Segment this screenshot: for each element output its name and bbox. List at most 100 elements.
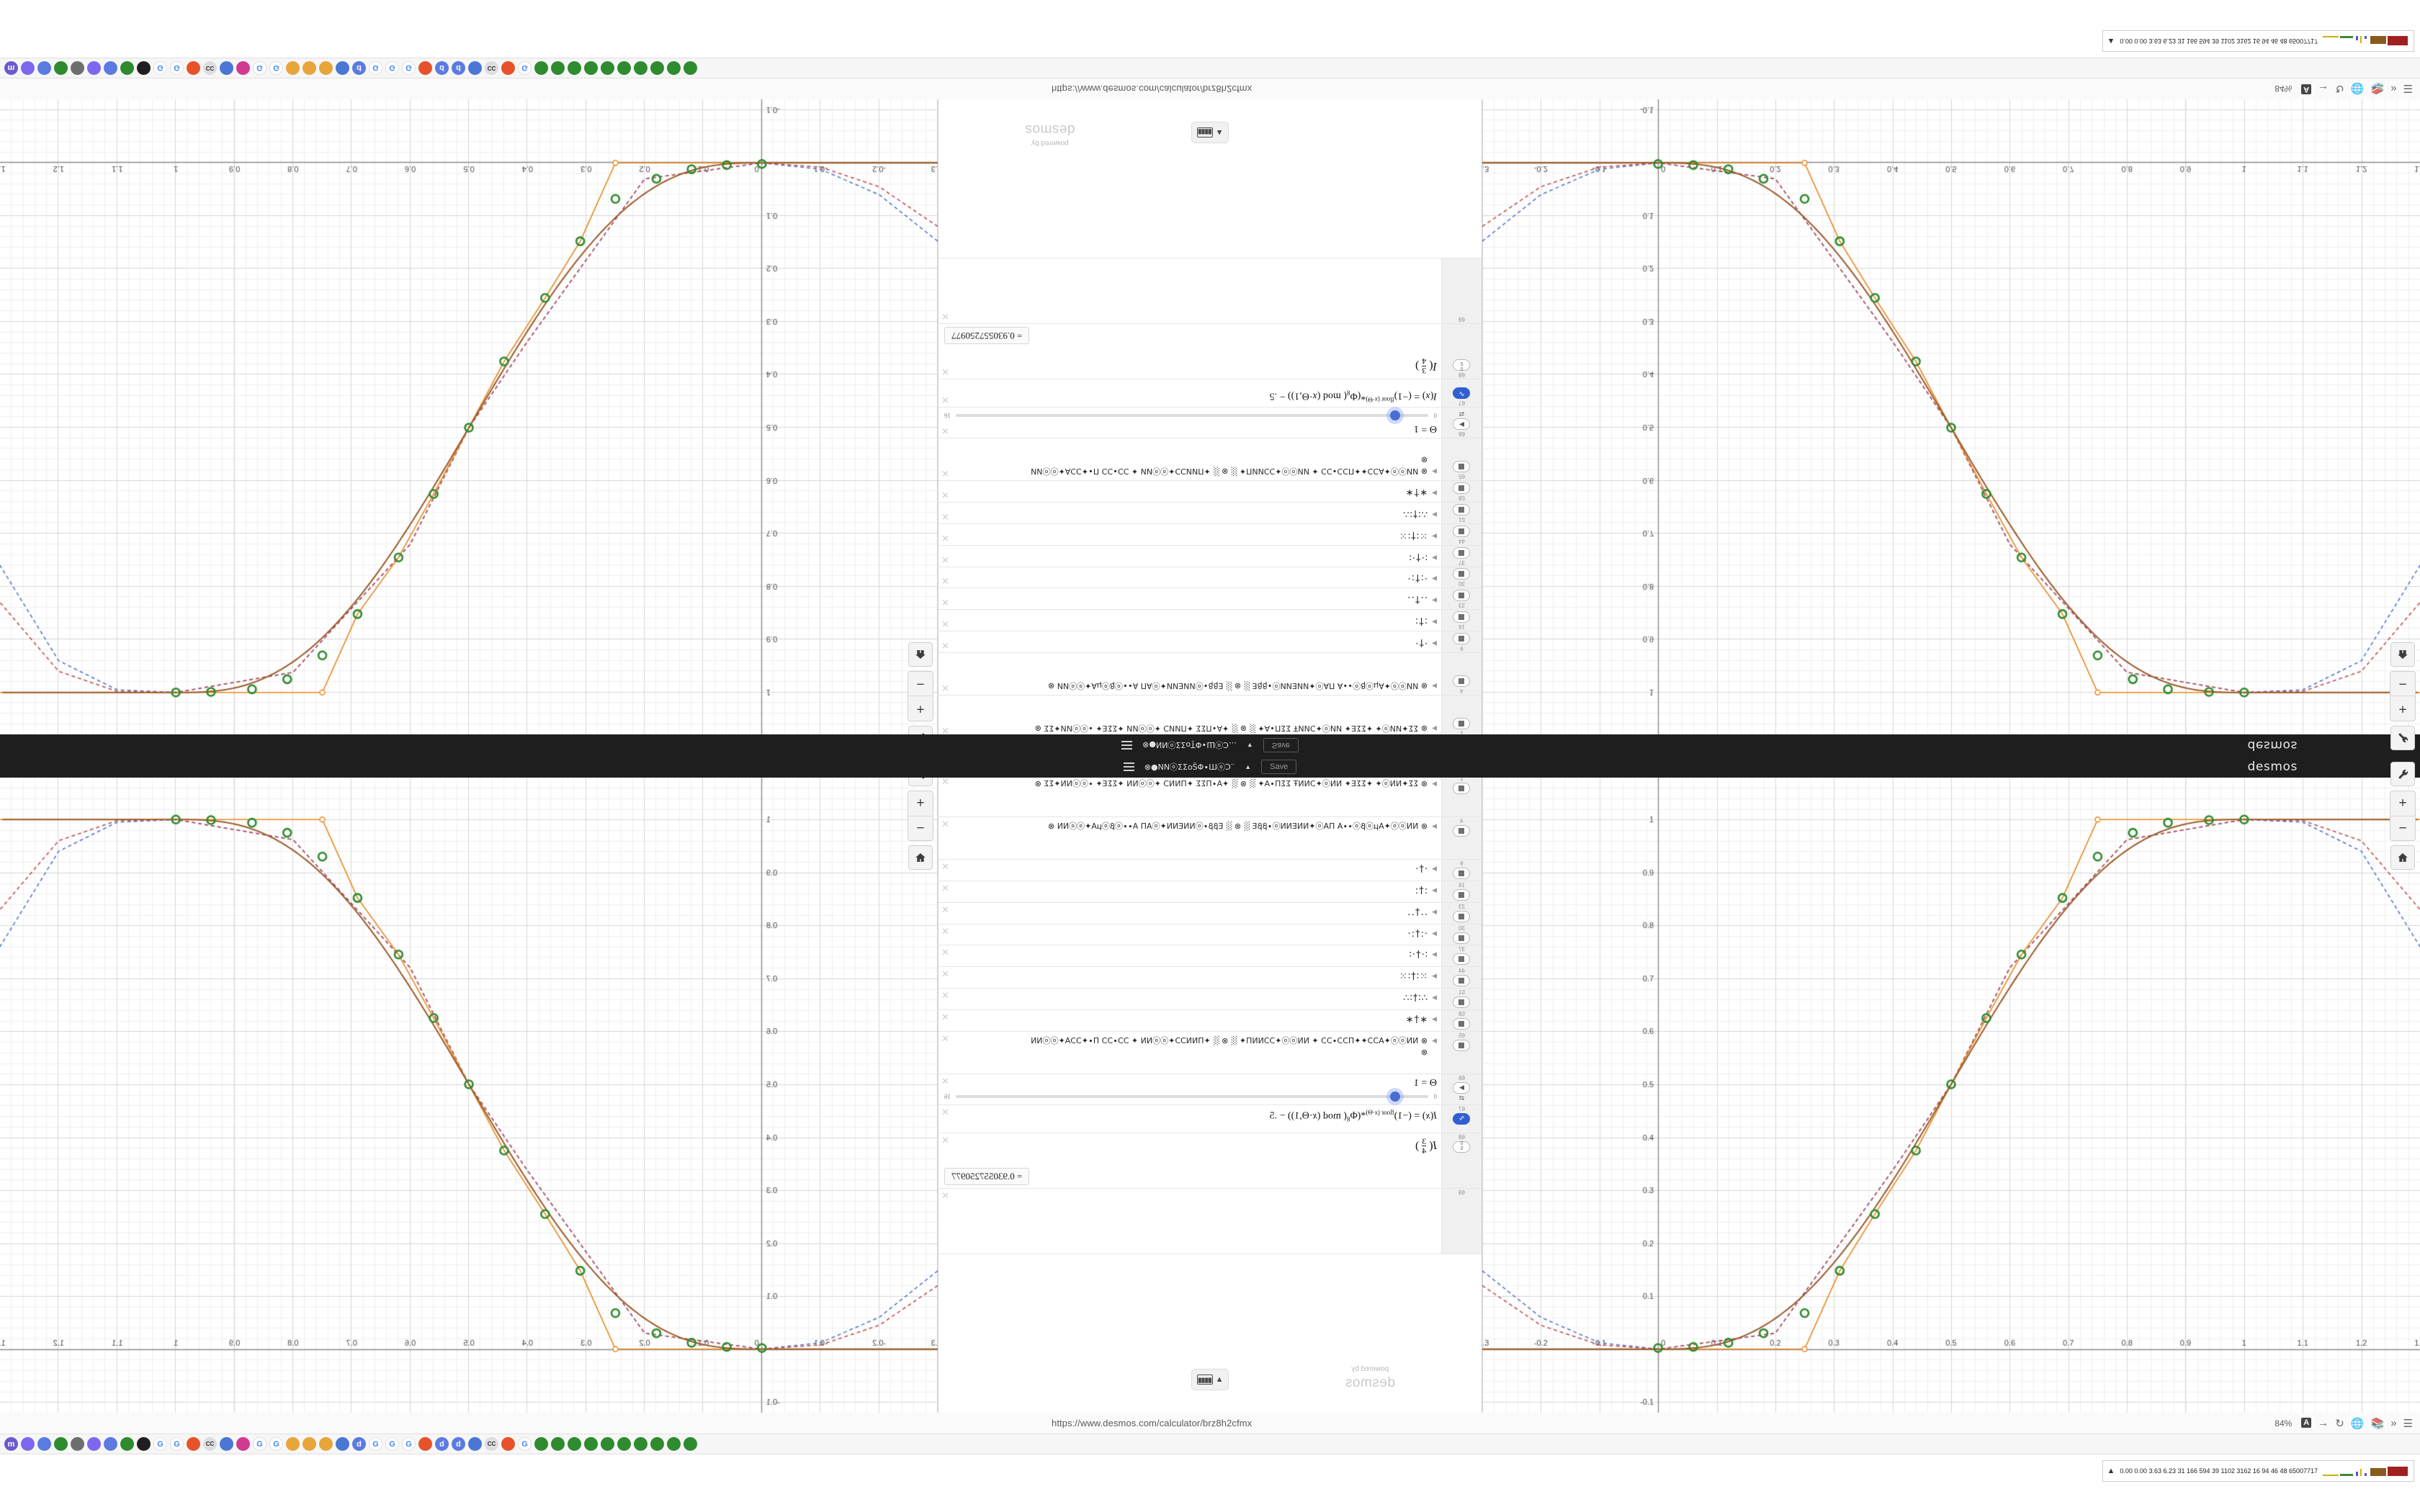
bookmark-item[interactable] [667,61,681,75]
bookmark-item[interactable]: d [452,1437,465,1451]
expression-row[interactable]: 66 ▶ ⇄ Θ = 1 0 16 ✕ [938,1074,1482,1105]
expression-style-chip[interactable] [1453,975,1471,987]
expression-index-cell[interactable]: 58 [1441,1009,1482,1031]
reload-icon[interactable]: ↻ [2335,1417,2344,1430]
expression-row[interactable]: 23 ▶ ․․†․․ ✕ [938,588,1482,610]
expression-index-cell[interactable]: 9 [1441,860,1482,881]
expression-row[interactable]: 51 ▶ ∴∶†∶∴ ✕ [938,989,1482,1010]
expression-index-cell[interactable]: 67 ∿ [1441,379,1482,408]
bookmark-item[interactable]: d [435,61,449,75]
chevron-right-icon[interactable]: ▶ [1432,683,1437,690]
double-chevron-icon[interactable]: » [2390,83,2397,95]
graph-canvas-left[interactable]: + − [0,756,938,1413]
bookmark-item[interactable] [187,61,200,75]
expression-style-chip[interactable] [1453,568,1471,580]
zoom-level-label[interactable]: 84% [2275,1418,2293,1428]
chevron-right-icon[interactable]: ▶ [1432,994,1437,1002]
bookmark-item[interactable]: m [4,61,18,75]
graph-canvas-right[interactable]: + − [1482,756,2420,1413]
expression-row[interactable]: 44 ▶ ⁙∶†∶⁙ ✕ [938,967,1482,989]
expression-style-chip[interactable] [1453,1017,1471,1030]
expression-body[interactable]: ▶ ·:†:· ✕ [938,567,1441,588]
bookmark-item[interactable] [104,61,117,75]
bookmark-item[interactable] [236,61,250,75]
chevron-right-icon[interactable]: ▶ [1432,780,1437,787]
chevron-right-icon[interactable]: ▶ [1432,510,1437,518]
expression-index-cell[interactable]: 23 [1441,588,1482,610]
slider-swap-icon[interactable]: ⇄ [1458,1094,1465,1102]
expression-style-chip[interactable]: ∿ [1453,387,1471,400]
bookmark-item[interactable]: G [385,61,399,75]
forward-arrow-icon[interactable]: → [2318,83,2329,95]
delete-expression-icon[interactable]: ✕ [941,426,949,437]
expression-row[interactable]: 30 ▶ ·:†:· ✕ [938,566,1482,588]
bookmark-item[interactable]: CC [203,61,217,75]
expression-row[interactable]: 9 ▶ ·†· ✕ [938,631,1482,652]
delete-expression-icon[interactable]: ✕ [941,683,949,693]
expression-body[interactable]: ▶:†: ✕ [938,881,1441,902]
bookmark-item[interactable] [319,61,333,75]
expression-body[interactable]: ▶ ·†· ✕ [938,860,1441,881]
expression-index-cell[interactable]: 44 [1441,523,1482,545]
browser-toolbar-icons[interactable]: 84% A → ↻ 🌐 📚 » ☰ [2275,1417,2420,1430]
bookmark-item[interactable]: G [253,1437,266,1451]
library-icon[interactable]: 📚 [2370,1417,2385,1430]
url-text[interactable]: https://www.desmos.com/calculator/brz8h2… [1052,84,1252,94]
expression-body[interactable]: ▶ ·:†:· ✕ [938,924,1441,945]
expression-index-cell[interactable]: 66 ▶ ⇄ [1441,1074,1482,1104]
slider-knob[interactable] [1390,410,1401,421]
home-icon[interactable] [2390,845,2415,870]
expression-style-chip[interactable] [1453,783,1471,794]
expression-index-cell[interactable]: 30 [1441,567,1482,588]
expression-body[interactable]: ▶ ∶·†·∶ ✕ [938,546,1441,567]
keyboard-toggle-button-left[interactable]: ▲ ████ [1191,1369,1229,1390]
expression-row[interactable]: 4 ▶ ⊗ ΝΝⓞⓞ✦Αμⓞβⓞ∙∙Α ΠΑⓞ✦ΝΝΕΝΝⓞ∙ββΕ ░ ⊗ ░ Ε… [938,652,1482,695]
wrench-icon[interactable] [2390,762,2415,786]
bookmark-item[interactable] [336,1437,349,1451]
bookmark-item[interactable] [87,1437,101,1451]
delete-expression-icon[interactable]: ✕ [941,366,949,378]
bookmark-item[interactable]: CC [203,1437,217,1451]
save-button[interactable]: Save [1261,760,1297,774]
delete-expression-icon[interactable]: ✕ [941,904,949,915]
expression-row[interactable]: 37 ▶ ∶·†·∶ ✕ [938,544,1482,567]
expression-index-cell[interactable]: 65 [1441,438,1482,481]
browser-toolbar-icons-mirror[interactable]: 84% A → ↻ 🌐 📚 » ☰ [2275,83,2420,96]
expression-row[interactable]: 67 ∿ I(x) = (−1)floor (x·Θ)*(Φ8( mod (x·Θ,… [938,379,1482,408]
bookmark-item[interactable] [21,1437,35,1451]
bookmark-item[interactable] [601,61,614,75]
bookmark-item[interactable] [302,61,316,75]
graph-title[interactable]: ⊗●ΝΝⓞΣΣοṮΦ∙ШⓞƆ… [1142,740,1237,750]
expression-style-chip[interactable] [1453,675,1471,687]
bookmark-item[interactable] [104,1437,117,1451]
save-button[interactable]: Save [1263,738,1299,752]
zoom-in-button[interactable]: + [908,791,933,816]
chevron-right-icon[interactable]: ▶ [1432,597,1437,605]
bookmark-item[interactable]: d [352,61,366,75]
bookmark-item[interactable] [501,61,515,75]
bookmark-item[interactable] [54,61,68,75]
bookmark-item[interactable] [418,1437,432,1451]
expression-style-chip[interactable] [1453,611,1471,624]
bookmark-item[interactable] [336,61,349,75]
expression-style-chip[interactable] [1453,633,1471,644]
bookmark-item[interactable] [71,1437,84,1451]
slider-swap-icon[interactable]: ⇄ [1458,410,1465,418]
bookmark-item[interactable]: CC [485,1437,498,1451]
expression-index-cell[interactable]: 4 [1441,817,1482,859]
graph-canvas-right-mirror[interactable]: + − [1482,99,2420,756]
bookmark-item[interactable] [187,1437,200,1451]
bookmark-item[interactable] [650,61,664,75]
zoom-in-button[interactable]: + [2390,791,2415,816]
expression-style-chip[interactable] [1453,953,1471,966]
bookmark-item[interactable]: G [518,61,532,75]
hamburger-menu-icon[interactable]: ☰ [2403,1417,2413,1430]
bookmark-item[interactable]: G [369,61,382,75]
expression-style-chip[interactable] [1453,482,1471,495]
chevron-right-icon[interactable]: ▶ [1432,640,1437,647]
bookmark-item[interactable]: d [452,61,465,75]
browser-url-bar-mirror[interactable]: https://www.desmos.com/calculator/brz8h2… [0,78,2420,99]
delete-expression-icon[interactable]: ✕ [941,597,949,608]
bookmark-item[interactable] [21,61,35,75]
